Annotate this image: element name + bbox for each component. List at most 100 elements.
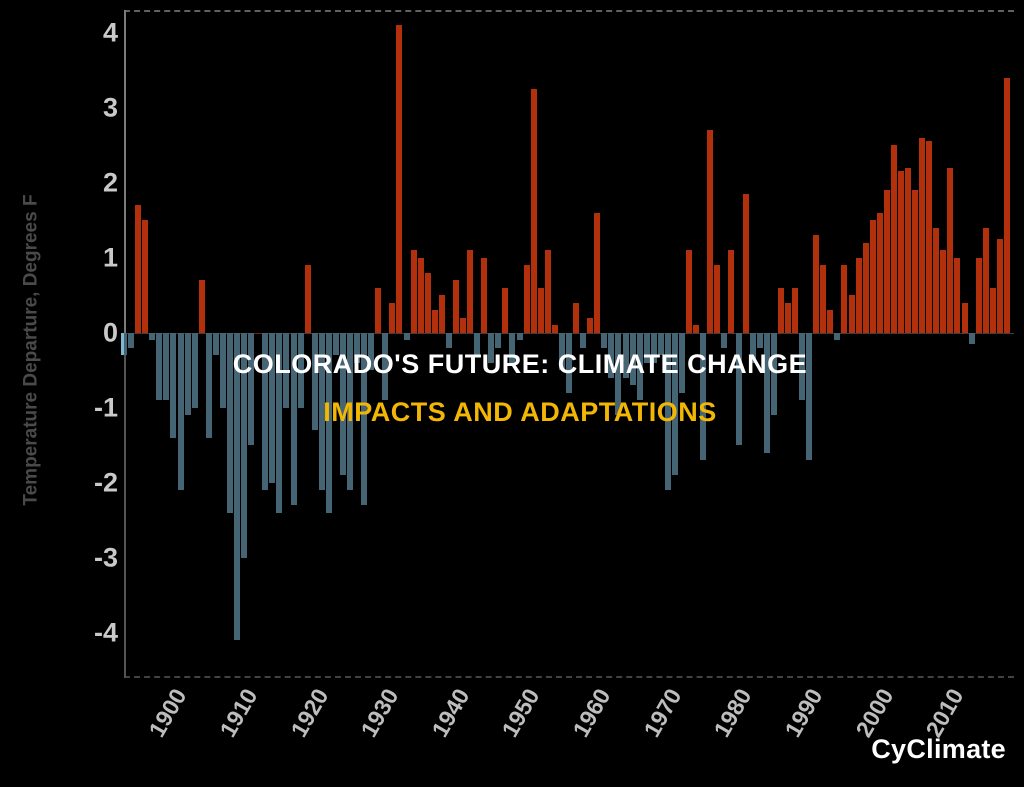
bar-1995 [827, 310, 834, 333]
bar-1937 [417, 257, 424, 333]
bar-1918 [283, 332, 290, 408]
bar-1904 [184, 332, 191, 416]
x-tick-1900: 1900 [143, 684, 192, 742]
bar-2001 [869, 220, 876, 333]
bar-1947 [488, 332, 495, 363]
bar-1919 [290, 332, 297, 506]
bar-1996 [834, 332, 841, 341]
bar-2019 [996, 238, 1003, 333]
plot-border-bottom [124, 676, 1014, 678]
bar-1988 [777, 287, 784, 333]
bar-2012 [947, 167, 954, 333]
y-tick-1: 1 [102, 242, 118, 273]
y-tick--4: -4 [93, 617, 118, 648]
bar-1949 [502, 287, 509, 333]
bar-1897 [135, 205, 142, 333]
y-axis-label: Temperature Departure, Degrees F [21, 194, 42, 506]
bar-1991 [799, 332, 806, 401]
bar-1916 [269, 332, 276, 483]
y-tick--2: -2 [93, 467, 118, 498]
bar-1911 [234, 332, 241, 641]
bar-2006 [905, 167, 912, 333]
bar-1910 [226, 332, 233, 513]
y-tick-4: 4 [102, 17, 118, 48]
bar-1963 [601, 332, 608, 348]
bar-2000 [862, 242, 869, 333]
bar-1964 [608, 332, 615, 378]
y-axis-tick-labels: 4 3 2 1 0 -1 -2 -3 -4 [62, 10, 118, 678]
bar-2013 [954, 257, 961, 333]
bar-1960 [580, 332, 587, 348]
bar-1985 [756, 332, 763, 348]
bar-1925 [332, 332, 339, 356]
bar-1954 [537, 287, 544, 333]
bar-1999 [855, 257, 862, 333]
bar-2004 [890, 145, 897, 333]
plot-area [121, 10, 1014, 678]
bar-1971 [657, 332, 664, 356]
bar-1934 [396, 25, 403, 333]
bar-2005 [897, 171, 904, 333]
bar-1959 [573, 302, 580, 333]
bar-1941 [445, 332, 452, 348]
bar-1899 [149, 332, 156, 341]
bar-2010 [933, 227, 940, 333]
bar-1913 [248, 332, 255, 446]
bar-1944 [467, 250, 474, 333]
bar-1928 [354, 332, 361, 363]
bar-1900 [156, 332, 163, 401]
bar-2015 [968, 332, 975, 344]
bar-1950 [509, 332, 516, 363]
bar-1896 [128, 332, 135, 348]
x-tick-1980: 1980 [708, 684, 757, 742]
bar-2014 [961, 302, 968, 333]
bar-1922 [311, 332, 318, 431]
bar-1976 [693, 325, 700, 333]
bar-1942 [452, 280, 459, 333]
bar-1998 [848, 295, 855, 333]
bar-1955 [544, 250, 551, 333]
bar-1923 [318, 332, 325, 491]
bar-2003 [883, 190, 890, 333]
bar-2002 [876, 212, 883, 333]
x-tick-1930: 1930 [355, 684, 404, 742]
bar-1990 [792, 287, 799, 333]
x-tick-1960: 1960 [567, 684, 616, 742]
bar-2009 [926, 141, 933, 333]
bar-2018 [989, 287, 996, 333]
y-tick--1: -1 [93, 392, 118, 423]
bar-1924 [325, 332, 332, 513]
bar-1974 [679, 332, 686, 393]
bar-1936 [410, 250, 417, 333]
bar-1965 [615, 332, 622, 416]
bar-1908 [212, 332, 219, 356]
y-tick-2: 2 [102, 167, 118, 198]
bar-1932 [382, 332, 389, 401]
bar-1898 [142, 220, 149, 333]
bar-1962 [594, 212, 601, 333]
x-tick-1920: 1920 [284, 684, 334, 742]
bar-1973 [671, 332, 678, 476]
bar-1901 [163, 332, 170, 401]
bar-1929 [361, 332, 368, 506]
bar-1989 [784, 302, 791, 333]
bar-1907 [205, 332, 212, 438]
bar-1961 [587, 317, 594, 333]
bar-1986 [763, 332, 770, 453]
bar-1921 [304, 265, 311, 333]
bar-1915 [262, 332, 269, 491]
bar-1977 [700, 332, 707, 461]
bar-1927 [347, 332, 354, 491]
bar-1975 [686, 250, 693, 333]
bar-1912 [241, 332, 248, 558]
bar-1906 [198, 280, 205, 333]
bar-1982 [735, 332, 742, 446]
bar-1930 [368, 332, 375, 371]
x-tick-1950: 1950 [496, 684, 546, 742]
bar-1952 [523, 265, 530, 333]
bar-1987 [770, 332, 777, 416]
bar-1909 [219, 332, 226, 408]
bar-2017 [982, 227, 989, 333]
bar-1951 [516, 332, 523, 341]
